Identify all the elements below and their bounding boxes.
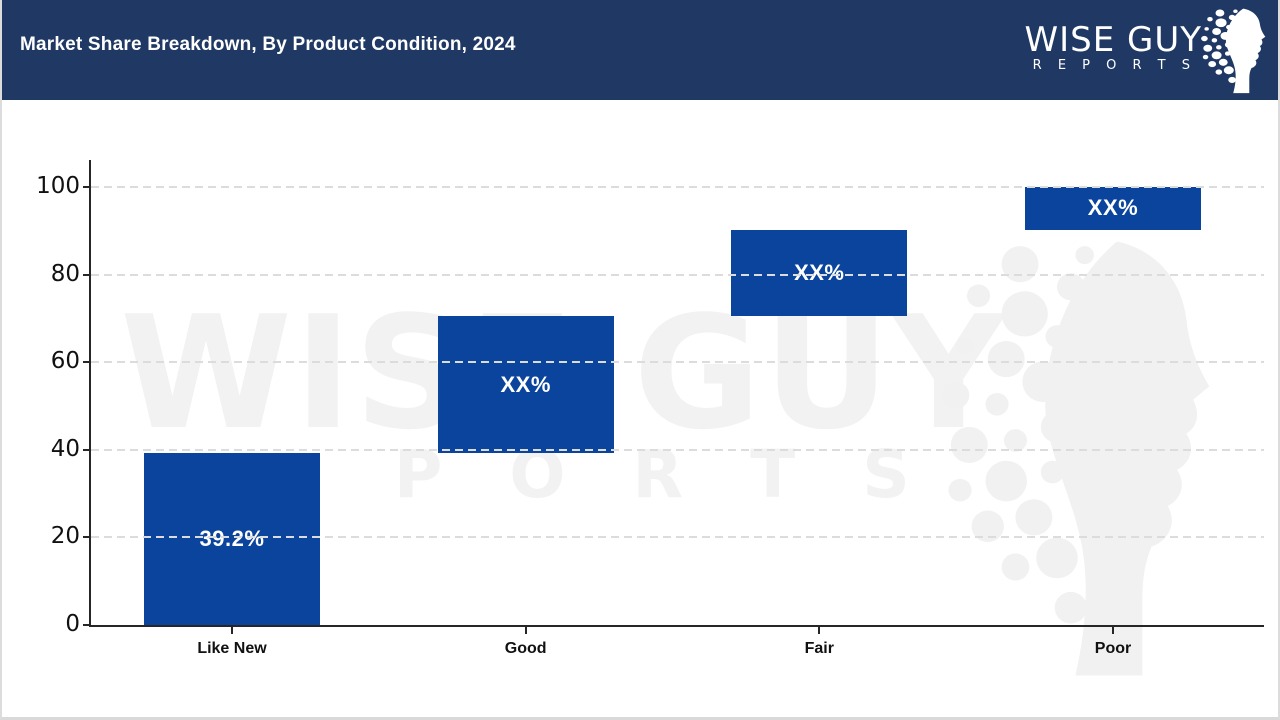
- gridline: [91, 448, 1264, 451]
- category-label: Like New: [197, 640, 267, 657]
- header-bar: Market Share Breakdown, By Product Condi…: [2, 0, 1278, 100]
- watermark-head-icon: [941, 241, 1210, 676]
- bar-like-new: 39.2%: [144, 453, 320, 625]
- x-tick-mark: [818, 627, 821, 634]
- y-tick-mark: [83, 448, 90, 451]
- y-tick-mark: [83, 273, 90, 276]
- gridline: [91, 361, 1264, 364]
- category-label: Fair: [804, 640, 834, 657]
- bar-good: XX%: [437, 316, 614, 454]
- y-tick-mark: [83, 624, 90, 626]
- brand-name: WISE GUY: [1024, 20, 1202, 60]
- x-axis-line: [89, 625, 1264, 627]
- x-tick-mark: [1112, 627, 1114, 634]
- bar-poor: XX%: [1025, 187, 1201, 230]
- page-title: Market Share Breakdown, By Product Condi…: [20, 34, 516, 55]
- brand-logo: WISE GUY R E P O R T S: [1004, 0, 1274, 100]
- wiseguy-head-icon: [1201, 8, 1266, 94]
- category-label: Poor: [1094, 640, 1132, 657]
- y-tick-label: 0: [65, 611, 80, 637]
- y-tick-label: 100: [36, 173, 80, 199]
- gridline: [91, 273, 1264, 276]
- y-tick-label: 80: [50, 260, 80, 287]
- bar-fair: XX%: [731, 229, 908, 317]
- bar-value-label: XX%: [1087, 195, 1139, 221]
- y-tick-mark: [83, 361, 90, 364]
- gridline: [91, 536, 1264, 539]
- y-tick-mark: [83, 186, 90, 188]
- y-tick-label: 40: [50, 435, 80, 462]
- bar-value-label: XX%: [794, 260, 845, 286]
- bar-value-label: 39.2%: [199, 526, 265, 552]
- y-axis-line: [89, 160, 91, 627]
- gridline: [91, 186, 1264, 188]
- x-tick-mark: [524, 627, 527, 634]
- y-tick-mark: [83, 536, 90, 539]
- y-tick-label: 20: [50, 523, 80, 550]
- x-tick-mark: [231, 627, 233, 634]
- y-tick-label: 60: [50, 348, 80, 375]
- category-label: Good: [504, 640, 547, 657]
- bar-value-label: XX%: [500, 371, 551, 397]
- brand-subtitle: R E P O R T S: [1032, 58, 1196, 73]
